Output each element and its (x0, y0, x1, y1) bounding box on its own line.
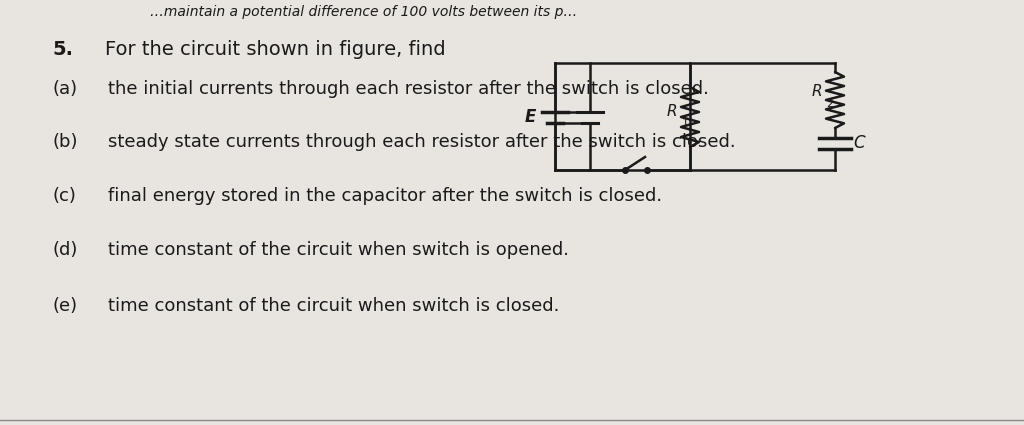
Text: …maintain a potential difference of 100 volts between its p…: …maintain a potential difference of 100 … (150, 5, 578, 19)
Text: R: R (812, 85, 822, 99)
Text: (a): (a) (52, 80, 77, 98)
Text: E: E (524, 108, 536, 126)
Text: (c): (c) (52, 187, 76, 205)
Text: steady state currents through each resistor after the switch is closed.: steady state currents through each resis… (108, 133, 735, 151)
Text: (b): (b) (52, 133, 78, 151)
Text: (d): (d) (52, 241, 78, 259)
Text: 2: 2 (826, 99, 834, 109)
Text: For the circuit shown in figure, find: For the circuit shown in figure, find (105, 40, 445, 59)
Text: (e): (e) (52, 297, 77, 315)
Text: R: R (667, 104, 677, 119)
Text: time constant of the circuit when switch is closed.: time constant of the circuit when switch… (108, 297, 559, 315)
Text: final energy stored in the capacitor after the switch is closed.: final energy stored in the capacitor aft… (108, 187, 663, 205)
Text: the initial currents through each resistor after the switch is closed.: the initial currents through each resist… (108, 80, 709, 98)
Text: C: C (853, 134, 864, 152)
Text: time constant of the circuit when switch is opened.: time constant of the circuit when switch… (108, 241, 569, 259)
Text: 1: 1 (682, 118, 688, 128)
Text: 5.: 5. (52, 40, 73, 59)
